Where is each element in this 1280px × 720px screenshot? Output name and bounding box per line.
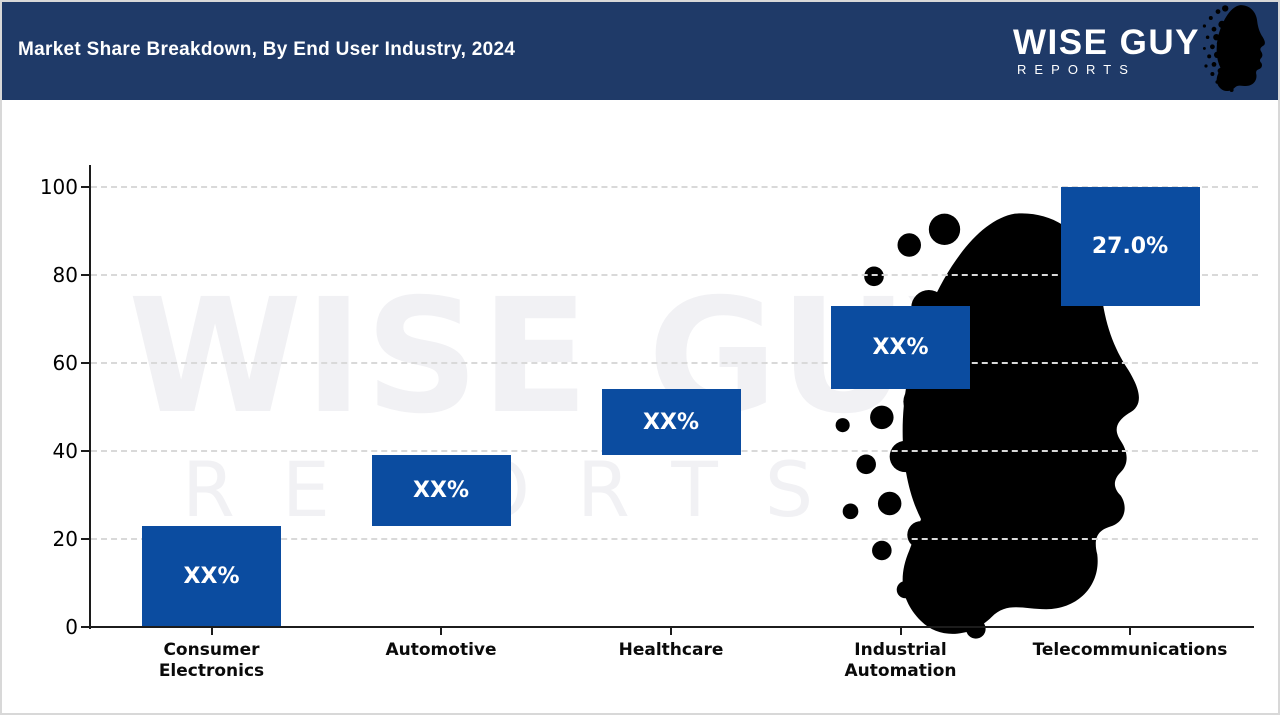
gridline-20: [91, 538, 1258, 540]
dotted-head-logo-icon: [1190, 2, 1270, 98]
y-axis-spine: [89, 165, 91, 629]
x-axis-label-telecommunications: Telecommunications: [1032, 640, 1228, 660]
y-tick-label-80: 80: [52, 263, 78, 287]
y-tick-label-60: 60: [52, 351, 78, 375]
bar-consumer-electronics: XX%: [142, 525, 281, 627]
bar-value-label-telecommunications: 27.0%: [1091, 233, 1169, 259]
gridline-100: [91, 186, 1258, 188]
x-tick-telecommunications: [1129, 628, 1131, 635]
y-tick-20: [81, 538, 89, 540]
bar-value-label-automotive: XX%: [413, 478, 469, 504]
x-tick-healthcare: [670, 628, 672, 635]
gridline-80: [91, 274, 1258, 276]
bar-industrial-automation: XX%: [831, 305, 970, 390]
x-tick-automotive: [440, 628, 442, 635]
bar-value-label-industrial-automation: XX%: [872, 335, 929, 361]
y-tick-80: [81, 274, 89, 276]
x-axis-label-consumer-electronics: Consumer Electronics: [158, 640, 265, 681]
y-tick-label-20: 20: [52, 527, 78, 551]
bar-telecommunications: 27.0%: [1060, 187, 1200, 306]
wise-guy-reports-logo: WISE GUY REPORTS: [1013, 4, 1270, 96]
y-tick-100: [81, 186, 89, 188]
bar-value-label-consumer-electronics: XX%: [183, 563, 240, 589]
logo-tagline-text: REPORTS: [1016, 61, 1136, 77]
y-tick-40: [81, 450, 89, 452]
bar-automotive: XX%: [371, 455, 511, 526]
y-tick-label-0: 0: [65, 615, 78, 639]
bar-healthcare: XX%: [601, 389, 741, 456]
page-title: Market Share Breakdown, By End User Indu…: [18, 39, 516, 60]
y-tick-60: [81, 362, 89, 364]
x-tick-industrial-automation: [899, 628, 902, 635]
header-bar: Market Share Breakdown, By End User Indu…: [0, 0, 1280, 100]
x-axis-spine: [84, 626, 1254, 628]
logo-brand-text: WISE GUY: [1012, 22, 1200, 62]
y-tick-label-40: 40: [52, 439, 78, 463]
x-axis-label-industrial-automation: Industrial Automation: [844, 640, 957, 681]
x-axis-label-automotive: Automotive: [385, 640, 497, 660]
x-tick-consumer-electronics: [210, 628, 213, 635]
gridline-60: [91, 362, 1258, 364]
bar-value-label-healthcare: XX%: [643, 409, 699, 435]
x-axis-label-healthcare: Healthcare: [618, 640, 724, 660]
y-tick-label-100: 100: [39, 175, 78, 199]
